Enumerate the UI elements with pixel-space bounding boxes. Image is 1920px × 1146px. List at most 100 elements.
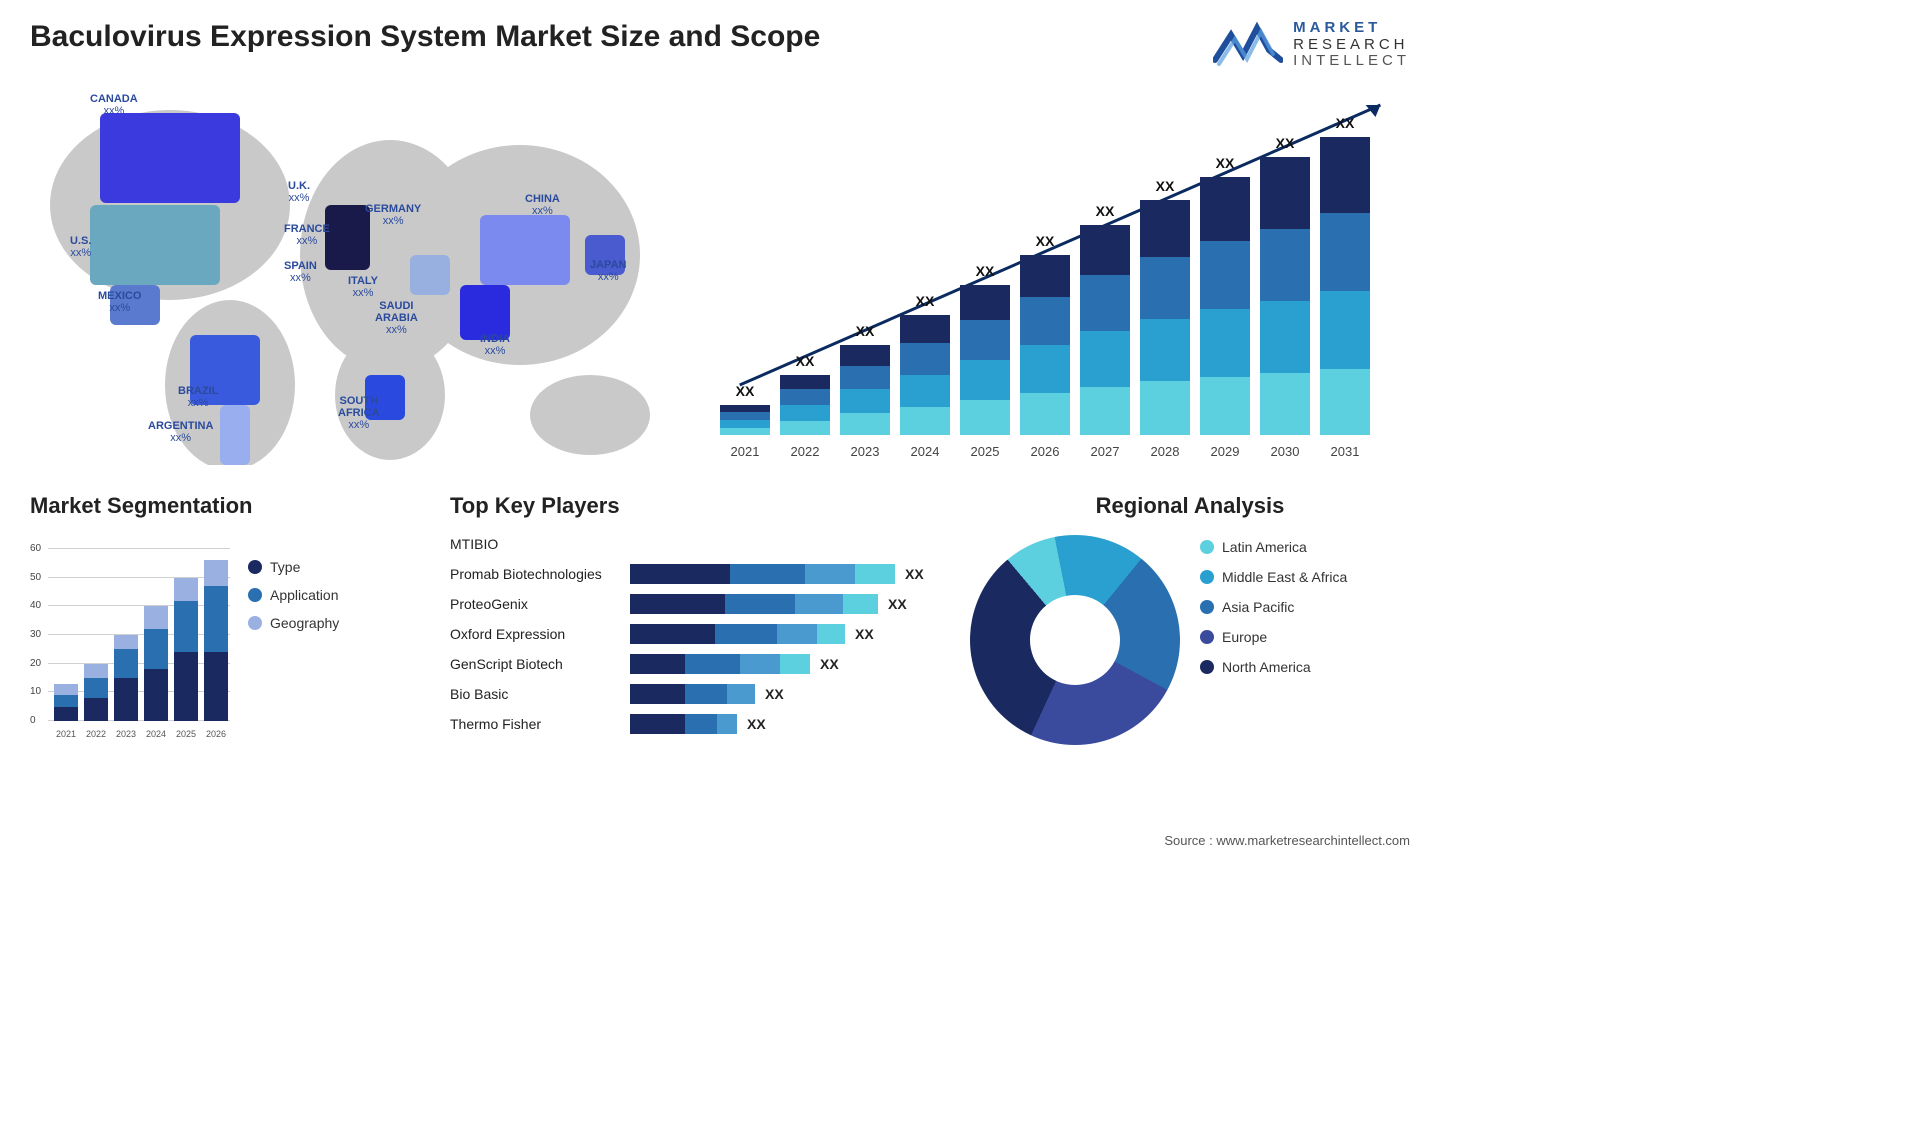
bar-segment [715,624,777,644]
bar-segment [780,405,830,421]
seg-bar [54,684,78,721]
player-value: XX [855,626,874,642]
bar-segment [843,594,878,614]
bar-segment [54,684,78,695]
regional-donut [970,535,1180,745]
map-label: MEXICOxx% [98,290,141,314]
player-name: Promab Biotechnologies [450,566,630,582]
bar-x-label: 2026 [1020,444,1070,459]
donut-hole [1030,595,1120,685]
legend-swatch [1200,660,1214,674]
bar-segment [630,624,715,644]
player-bar [630,684,755,704]
page-root: Baculovirus Expression System Market Siz… [0,0,1440,765]
y-tick-label: 10 [30,686,41,697]
map-region [220,405,250,465]
bottom-row: Market Segmentation 01020304050602021202… [30,493,1410,745]
seg-bar [204,560,228,721]
seg-x-label: 2022 [83,729,109,739]
bar-segment [900,407,950,435]
bar-value: XX [1020,233,1070,249]
brand-logo: MARKET RESEARCH INTELLECT [1213,20,1410,70]
player-bar [630,654,810,674]
bar-segment [900,315,950,343]
players-list: MTIBIOPromab BiotechnologiesXXProteoGeni… [450,529,950,739]
main-bar [1020,255,1070,435]
bar-segment [630,594,725,614]
legend-label: Latin America [1222,539,1307,555]
bar-value: XX [780,353,830,369]
legend-label: Type [270,559,300,575]
bar-segment [725,594,795,614]
map-label: SAUDIARABIAxx% [375,300,418,336]
player-name: MTIBIO [450,536,630,552]
player-row: MTIBIO [450,529,950,559]
bar-segment [144,669,168,721]
player-name: Bio Basic [450,686,630,702]
logo-line3: INTELLECT [1293,53,1410,70]
legend-item: Asia Pacific [1200,599,1347,615]
map-region [460,285,510,340]
segmentation-legend: TypeApplicationGeography [248,529,339,739]
map-region [100,113,240,203]
header: Baculovirus Expression System Market Siz… [30,20,1410,70]
bar-value: XX [1140,178,1190,194]
bar-segment [84,678,108,698]
segmentation-chart: 0102030405060202120222023202420252026 [30,529,230,739]
bar-segment [740,654,780,674]
bar-value: XX [1260,135,1310,151]
map-label: ARGENTINAxx% [148,420,213,444]
y-tick-label: 60 [30,543,41,554]
map-label: CANADAxx% [90,93,138,117]
bar-segment [84,698,108,721]
bar-x-label: 2023 [840,444,890,459]
logo-icon [1213,20,1283,70]
seg-x-label: 2023 [113,729,139,739]
bar-segment [817,624,845,644]
world-map: CANADAxx%U.S.xx%MEXICOxx%BRAZILxx%ARGENT… [30,85,690,465]
player-row: Bio BasicXX [450,679,950,709]
legend-swatch [1200,630,1214,644]
seg-x-label: 2025 [173,729,199,739]
map-label: GERMANYxx% [365,203,421,227]
main-bar [1080,225,1130,435]
players-panel: Top Key Players MTIBIOPromab Biotechnolo… [450,493,950,745]
bar-segment [1020,393,1070,435]
main-bar [1320,137,1370,435]
main-bar [720,405,770,435]
bar-segment [780,375,830,389]
player-value: XX [747,716,766,732]
player-bar [630,624,845,644]
player-value: XX [888,596,907,612]
main-bar [960,285,1010,435]
bar-value: XX [840,323,890,339]
bar-segment [1080,387,1130,435]
bar-segment [54,707,78,721]
map-label: SOUTHAFRICAxx% [338,395,380,431]
bar-segment [1320,291,1370,369]
map-label: ITALYxx% [348,275,378,299]
bar-x-label: 2024 [900,444,950,459]
legend-item: North America [1200,659,1347,675]
bar-segment [1200,377,1250,435]
legend-label: Geography [270,615,339,631]
map-label: BRAZILxx% [178,385,218,409]
map-label: U.K.xx% [288,180,310,204]
bar-segment [855,564,895,584]
bar-segment [960,285,1010,320]
legend-item: Middle East & Africa [1200,569,1347,585]
y-tick-label: 50 [30,572,41,583]
bar-segment [805,564,855,584]
bar-segment [1200,309,1250,377]
bar-segment [780,389,830,405]
gridline [48,577,230,578]
player-bar [630,564,895,584]
bar-x-label: 2022 [780,444,830,459]
bar-segment [1320,369,1370,435]
bar-segment [1320,213,1370,291]
legend-item: Europe [1200,629,1347,645]
bar-segment [685,654,740,674]
bar-segment [730,564,805,584]
player-bar [630,594,878,614]
gridline [48,663,230,664]
